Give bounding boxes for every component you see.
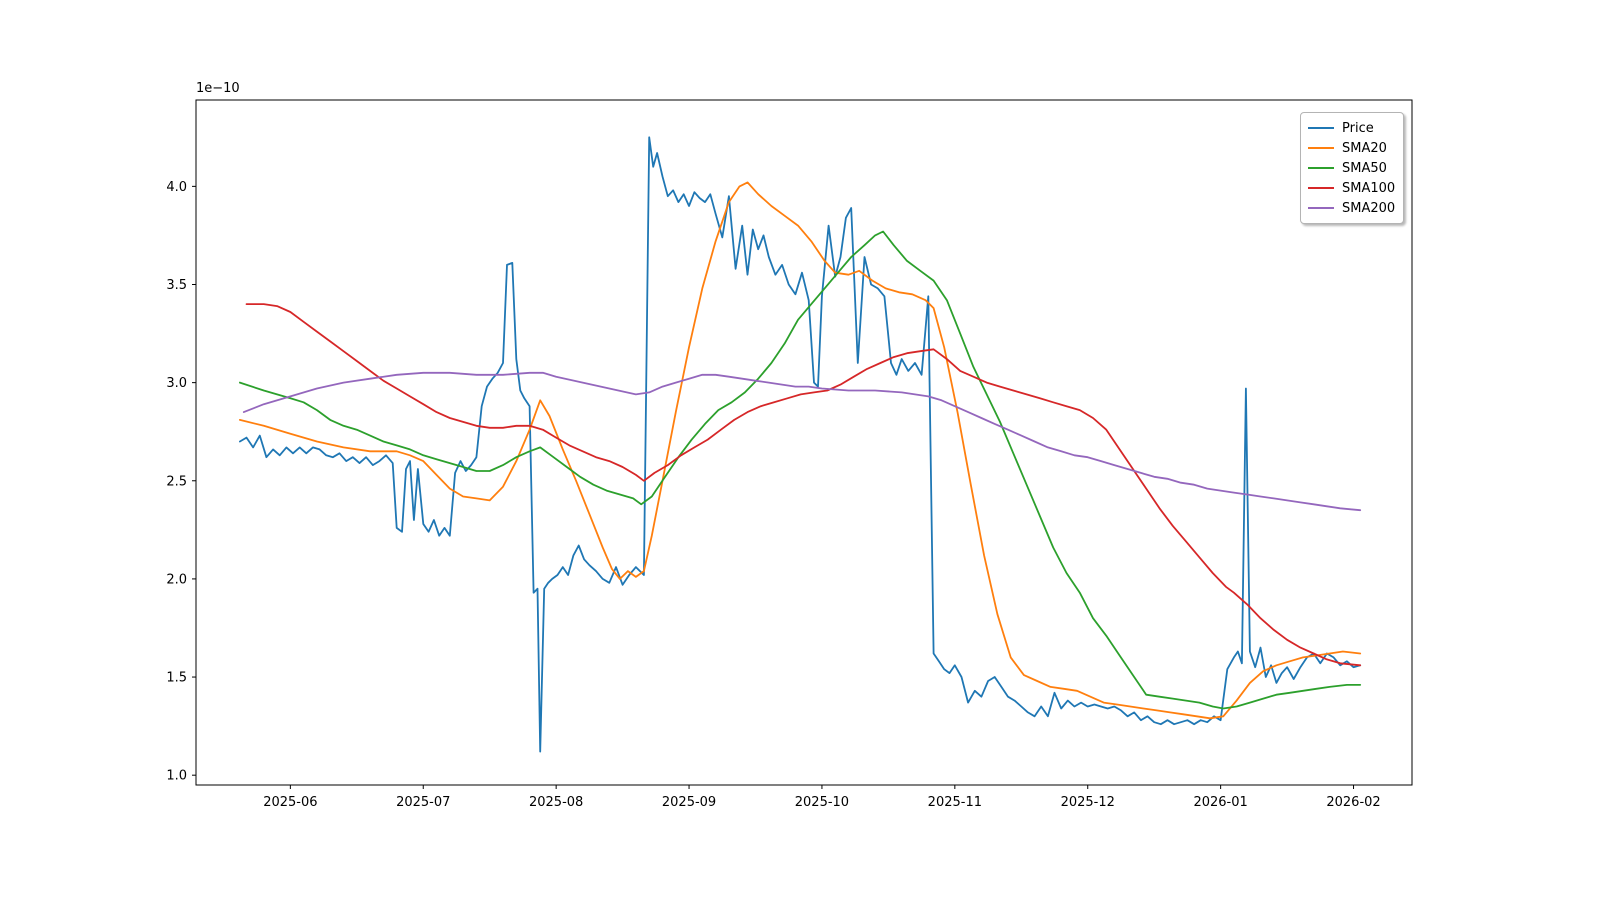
legend-label: SMA20: [1342, 140, 1387, 156]
x-tick-label: 2025-10: [795, 795, 849, 810]
x-tick-label: 2026-02: [1326, 795, 1380, 810]
series-line-sma20: [238, 181, 1362, 720]
series-line-price: [238, 136, 1362, 753]
x-tick-label: 2025-08: [529, 795, 583, 810]
legend-swatch-sma20: [1308, 147, 1334, 149]
y-tick-label: 1.5: [166, 671, 187, 686]
legend: Price SMA20 SMA50 SMA100 SMA200: [1300, 112, 1405, 224]
legend-label: SMA100: [1342, 180, 1396, 196]
y-tick-label: 1.0: [166, 769, 187, 784]
legend-item-sma20: SMA20: [1308, 138, 1395, 158]
legend-swatch-sma200: [1308, 207, 1334, 209]
legend-swatch-price: [1308, 127, 1334, 129]
legend-item-price: Price: [1308, 118, 1395, 138]
legend-item-sma100: SMA100: [1308, 178, 1395, 198]
legend-label: SMA200: [1342, 200, 1396, 216]
x-tick-label: 2025-12: [1061, 795, 1115, 810]
x-tick-label: 2025-07: [396, 795, 450, 810]
x-tick-label: 2025-11: [928, 795, 982, 810]
plot-area: [195, 99, 1413, 786]
y-tick-label: 2.5: [166, 474, 187, 489]
y-tick-label: 2.0: [166, 572, 187, 587]
series-line-sma50: [238, 230, 1362, 710]
x-tick-label: 2025-06: [263, 795, 317, 810]
y-tick-label: 4.0: [166, 180, 187, 195]
x-tick-label: 2026-01: [1193, 795, 1247, 810]
x-tick-label: 2025-09: [662, 795, 716, 810]
series-line-sma100: [245, 303, 1362, 667]
legend-swatch-sma100: [1308, 187, 1334, 189]
legend-item-sma50: SMA50: [1308, 158, 1395, 178]
y-tick-label: 3.5: [166, 278, 187, 293]
legend-label: Price: [1342, 120, 1374, 136]
legend-swatch-sma50: [1308, 167, 1334, 169]
y-tick-label: 3.0: [166, 376, 187, 391]
series-line-sma200: [242, 371, 1362, 512]
legend-label: SMA50: [1342, 160, 1387, 176]
y-axis-offset-text: 1e−10: [196, 81, 240, 96]
legend-item-sma200: SMA200: [1308, 198, 1395, 218]
